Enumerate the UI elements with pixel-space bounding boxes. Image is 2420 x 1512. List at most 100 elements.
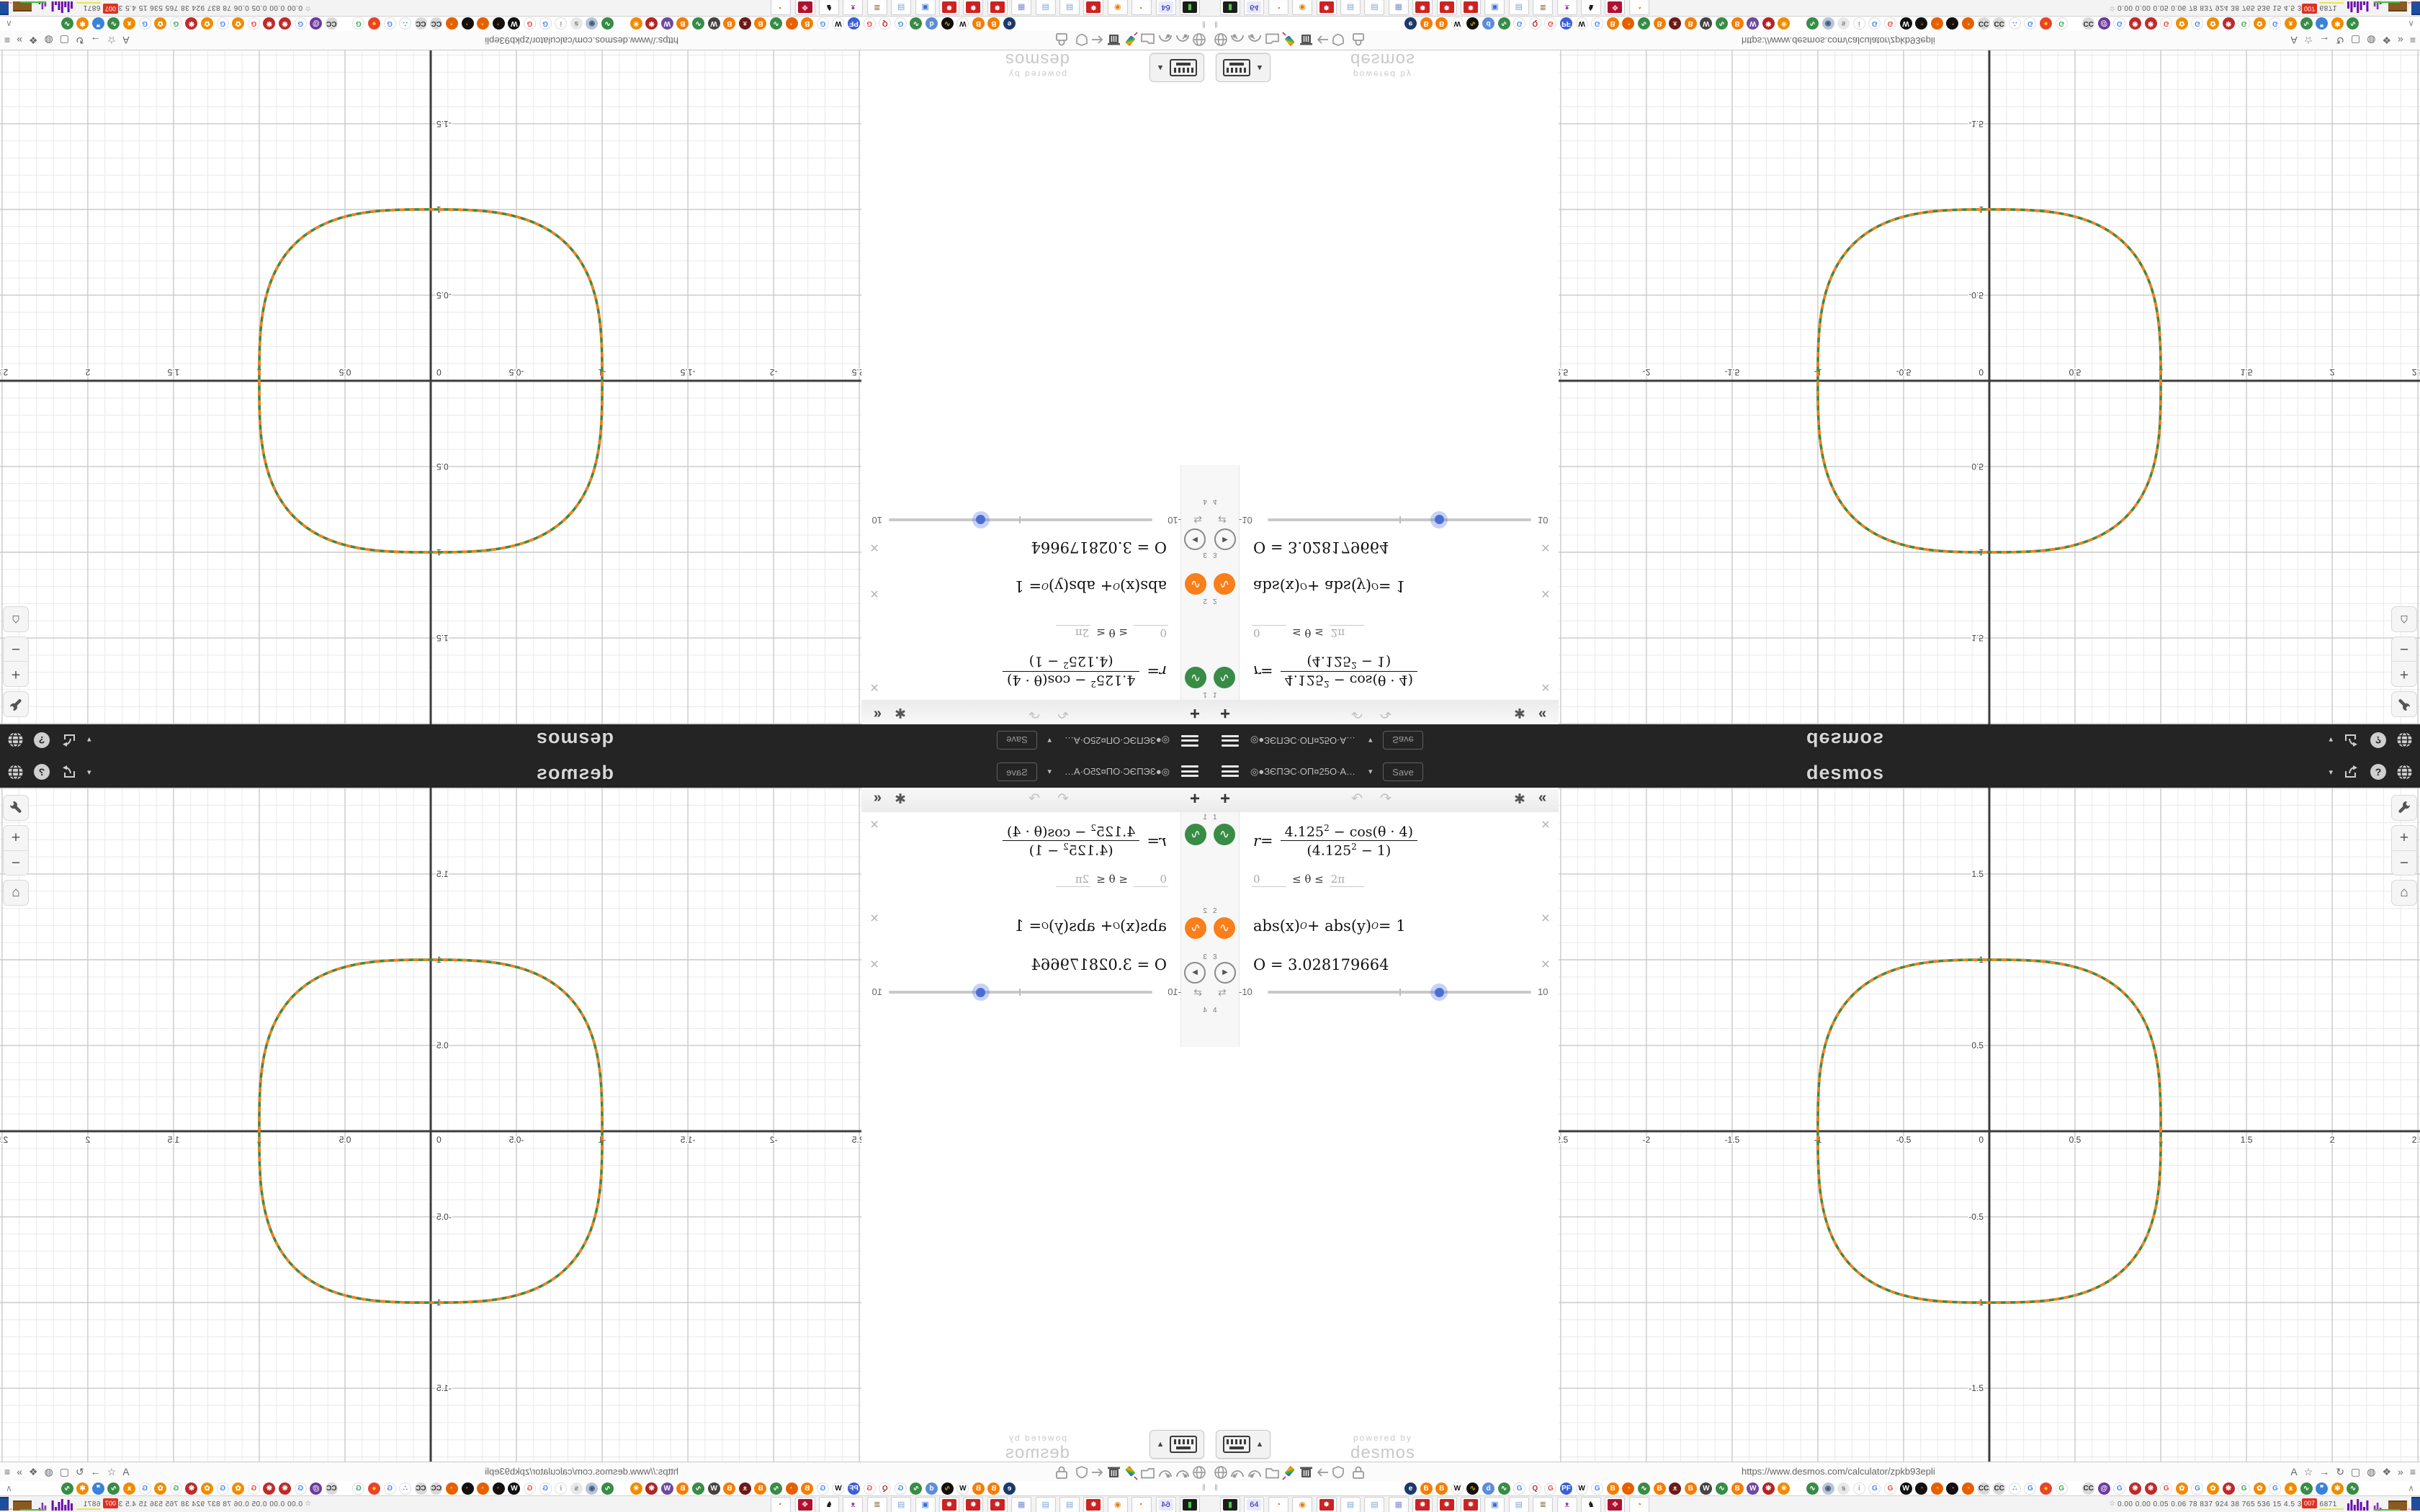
- bookmark-favicon[interactable]: ◉: [1821, 17, 1834, 30]
- delete-expression-icon[interactable]: ×: [1541, 679, 1550, 696]
- bookmark-favicon[interactable]: ●: [368, 1482, 380, 1495]
- extensions-globe-icon[interactable]: ◍: [2367, 35, 2376, 47]
- taskbar-app-icon[interactable]: ♞: [1581, 0, 1601, 15]
- bookmark-favicon[interactable]: CC: [1993, 17, 2006, 30]
- bookmark-favicon[interactable]: B: [1684, 1482, 1697, 1495]
- add-expression-button[interactable]: +: [1189, 789, 1200, 809]
- bookmark-favicon[interactable]: ❋: [263, 1482, 276, 1495]
- expression-row-2[interactable]: 2 ∿ abs(x) O + abs(y) O = 1 ×: [1210, 559, 1559, 606]
- bookmark-favicon[interactable]: ∿: [770, 1482, 782, 1495]
- browser-menu-icon[interactable]: ≡: [4, 1466, 11, 1477]
- zoom-out-button[interactable]: −: [11, 641, 21, 657]
- bookmark-favicon[interactable]: ᴥ: [738, 1482, 751, 1495]
- bookmark-favicon[interactable]: s: [570, 1482, 583, 1495]
- help-icon[interactable]: ?: [34, 732, 50, 748]
- slider-value[interactable]: O = 3.028179664: [1031, 539, 1167, 556]
- taskbar-app-icon[interactable]: ▤: [1508, 1497, 1529, 1512]
- chevron-up-icon[interactable]: ∧: [6, 19, 12, 29]
- graph-paper[interactable]: -2.5-2-1.5-1-0.50.511.522.51.510.5-0.5-1…: [1559, 50, 2420, 724]
- bookmark-favicon[interactable]: W: [660, 17, 673, 30]
- bookmark-favicon[interactable]: ❋: [645, 17, 658, 30]
- language-globe-icon[interactable]: [7, 764, 24, 780]
- expression-row-4-empty[interactable]: 4: [1210, 465, 1559, 507]
- taskbar-app-icon[interactable]: ✸: [1316, 0, 1337, 15]
- delete-expression-icon[interactable]: ×: [870, 585, 879, 602]
- bookmark-favicon[interactable]: e: [1003, 17, 1016, 30]
- implicit-curve-color-icon[interactable]: ∿: [1185, 917, 1206, 939]
- bookmark-favicon[interactable]: G: [2113, 17, 2126, 30]
- overflow-chevron-icon[interactable]: »: [2398, 1466, 2403, 1477]
- slider-handle[interactable]: [1430, 511, 1448, 528]
- undo-icon[interactable]: ↶: [1351, 706, 1363, 721]
- taskbar-app-icon[interactable]: ▣: [1484, 0, 1505, 15]
- help-icon[interactable]: ?: [2370, 732, 2386, 748]
- bookmark-favicon[interactable]: G: [1544, 17, 1557, 30]
- taskbar-app-icon[interactable]: ≣: [866, 1497, 887, 1512]
- expression-row-4-empty[interactable]: 4: [861, 465, 1210, 507]
- expression-gutter[interactable]: 4: [1210, 465, 1240, 507]
- trash-icon[interactable]: [1300, 1467, 1312, 1478]
- folder-icon[interactable]: [1141, 33, 1155, 44]
- bookmark-favicon[interactable]: ∿: [601, 1482, 614, 1495]
- bookmark-favicon[interactable]: CC: [1993, 1482, 2006, 1495]
- domain-min-field[interactable]: 0: [1134, 873, 1168, 887]
- taskbar-app-icon[interactable]: ◔: [1131, 1497, 1152, 1512]
- bookmark-favicon[interactable]: G: [169, 1482, 182, 1495]
- translate-icon[interactable]: A: [2290, 1466, 2298, 1477]
- bookmark-favicon[interactable]: ❋: [645, 1482, 658, 1495]
- redo-icon[interactable]: ↷: [1380, 706, 1392, 721]
- slider-value[interactable]: O = 3.028179664: [1253, 539, 1389, 556]
- bookmark-favicon[interactable]: G: [2191, 17, 2204, 30]
- bookmark-favicon[interactable]: @: [2097, 1482, 2110, 1495]
- forward-icon[interactable]: →: [90, 1466, 101, 1477]
- bookmark-favicon[interactable]: ∿: [2300, 1482, 2313, 1495]
- graph-settings-wrench-button[interactable]: [2391, 795, 2417, 821]
- url-text[interactable]: https://www.desmos.com/calculator/zpkb93…: [1742, 1466, 1935, 1477]
- bookmark-favicon[interactable]: ◔: [477, 17, 490, 30]
- expression-row-1[interactable]: 1 ∿ r = 4.1252 − cos(θ · 4) (4.1252 − 1)…: [1210, 812, 1559, 906]
- bookmark-favicon[interactable]: d: [926, 1482, 938, 1495]
- folder-icon[interactable]: [1265, 1468, 1279, 1479]
- bookmark-favicon[interactable]: ᴥ: [1669, 17, 1682, 30]
- language-globe-icon[interactable]: [7, 732, 24, 749]
- bookmark-favicon[interactable]: ᴥ: [2285, 17, 2297, 30]
- bookmark-favicon[interactable]: ᴥ: [123, 17, 135, 30]
- forward-icon[interactable]: →: [2319, 1466, 2330, 1477]
- bookmark-favicon[interactable]: ◔: [785, 17, 798, 30]
- share-icon[interactable]: [2343, 765, 2360, 779]
- taskbar-app-icon[interactable]: ◉: [1292, 1497, 1313, 1512]
- implicit-curve-color-icon[interactable]: ∿: [1214, 917, 1235, 939]
- taskbar-app-icon[interactable]: ≣: [866, 0, 887, 15]
- bookmark-favicon[interactable]: ✿: [2175, 17, 2188, 30]
- help-icon[interactable]: ?: [2370, 764, 2386, 780]
- taskbar-app-icon[interactable]: ▤: [1059, 1497, 1080, 1512]
- slider-max-label[interactable]: 10: [1538, 515, 1549, 526]
- collapse-panel-icon[interactable]: «: [1538, 706, 1547, 722]
- delete-expression-icon[interactable]: ×: [1541, 956, 1550, 973]
- zoom-in-button[interactable]: +: [2392, 826, 2416, 851]
- bookmark-favicon[interactable]: B: [723, 1482, 736, 1495]
- reload-icon[interactable]: ↻: [75, 35, 84, 47]
- overflow-chevron-icon[interactable]: »: [17, 1466, 22, 1477]
- bookmark-favicon[interactable]: ∿: [1497, 17, 1510, 30]
- bookmark-favicon[interactable]: G: [894, 17, 907, 30]
- bookmark-favicon[interactable]: W: [956, 17, 969, 30]
- domain-max-field[interactable]: 2π: [1056, 873, 1091, 887]
- bookmark-favicon[interactable]: W: [508, 17, 521, 30]
- bookmark-favicon[interactable]: W: [1451, 17, 1464, 30]
- bookmark-favicon[interactable]: ✳: [1778, 1482, 1791, 1495]
- domain-min-field[interactable]: 0: [1252, 873, 1286, 887]
- bookmark-favicon[interactable]: ᴥ: [1669, 1482, 1682, 1495]
- open-graph-menu-icon[interactable]: [1222, 765, 1239, 778]
- bookmark-favicon[interactable]: ✱: [2331, 1482, 2344, 1495]
- slider-loop-icon[interactable]: ⇄: [1218, 986, 1227, 998]
- bookmark-favicon[interactable]: ❋: [279, 1482, 291, 1495]
- slider-min-label[interactable]: -10: [1168, 986, 1181, 997]
- expression-row-4-empty[interactable]: 4: [861, 1005, 1210, 1047]
- slider-max-label[interactable]: 10: [871, 515, 882, 526]
- bookmark-favicon[interactable]: CC: [430, 1482, 443, 1495]
- bookmark-favicon[interactable]: G: [294, 1482, 307, 1495]
- bookmark-favicon[interactable]: W: [1747, 1482, 1760, 1495]
- graph-paper[interactable]: -2.5-2-1.5-1-0.50.511.522.51.510.5-0.5-1…: [0, 788, 861, 1462]
- taskbar-app-icon[interactable]: 64: [1155, 0, 1176, 15]
